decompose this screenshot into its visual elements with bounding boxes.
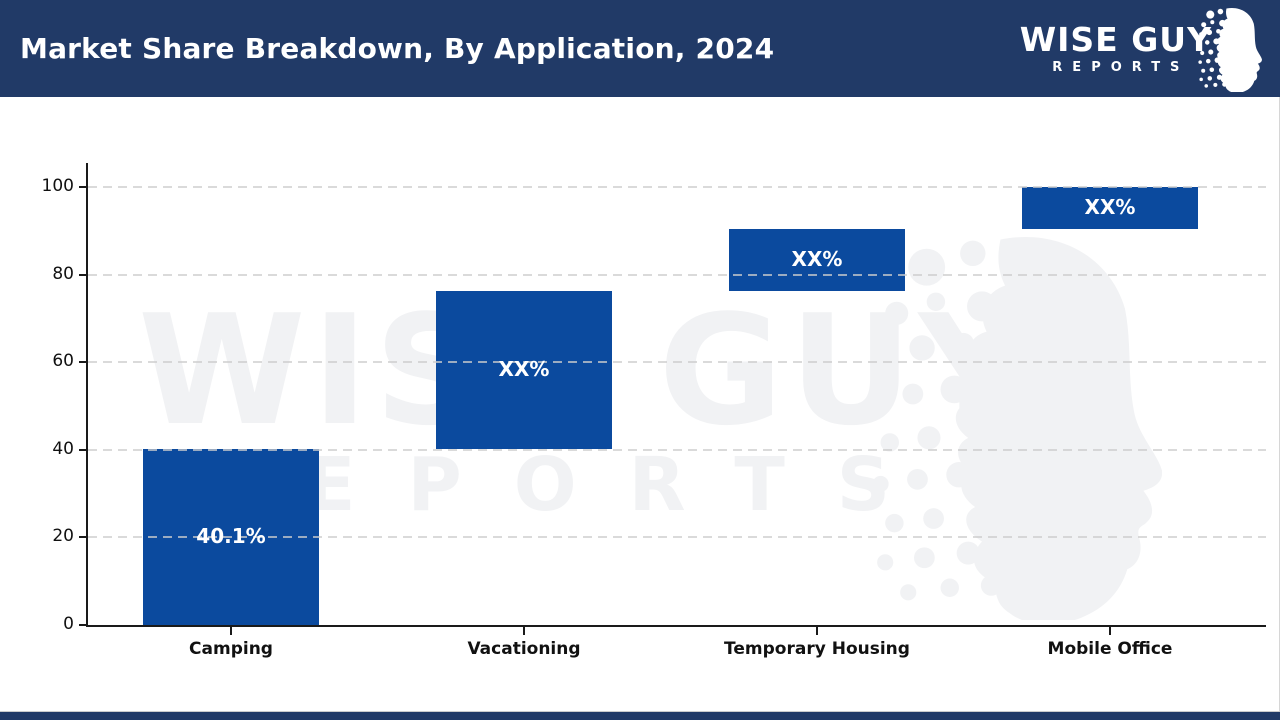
x-tick-vacationing	[523, 627, 525, 635]
y-tick-label-60: 60	[52, 351, 74, 372]
bar-temporary-housing	[729, 228, 905, 292]
y-tick-label-0: 0	[63, 614, 74, 634]
x-tick-label-camping: Camping	[189, 639, 273, 659]
bar-label-mobile-office: XX%	[1084, 194, 1136, 219]
dotted-head-icon	[1197, 7, 1262, 92]
x-tick-camping	[230, 627, 232, 635]
gridline-100	[88, 186, 1266, 188]
x-tick-label-mobile-office: Mobile Office	[1047, 639, 1173, 659]
y-axis-line	[86, 163, 88, 627]
y-tick-label-20: 20	[52, 526, 74, 547]
x-axis-line	[86, 625, 1266, 627]
x-tick-mobile-office	[1109, 627, 1111, 635]
wise-guy-reports-logo: WISE GUY REPORTS	[1020, 6, 1262, 92]
gridline-40	[88, 448, 1266, 451]
bar-label-temporary-housing: XX%	[791, 246, 843, 271]
y-tick-0	[79, 624, 88, 626]
y-tick-label-40: 40	[52, 438, 74, 459]
x-tick-label-temporary-housing: Temporary Housing	[724, 639, 910, 659]
y-tick-label-80: 80	[52, 263, 74, 284]
y-tick-20	[79, 536, 88, 539]
y-tick-100	[79, 186, 88, 188]
footer-bar	[0, 711, 1280, 720]
gridline-20	[88, 536, 1266, 539]
logo-subtitle: REPORTS	[1052, 60, 1190, 75]
bar-label-vacationing: XX%	[498, 357, 550, 382]
bar-mobile-office	[1022, 187, 1198, 229]
bar-label-camping: 40.1%	[196, 524, 266, 549]
y-tick-label-100: 100	[41, 176, 74, 196]
y-tick-40	[79, 448, 88, 451]
y-tick-60	[79, 361, 88, 364]
logo-wordmark: WISE GUY	[1019, 20, 1212, 59]
watermark-head-icon	[870, 237, 1162, 620]
page-title: Market Share Breakdown, By Application, …	[20, 32, 775, 65]
x-tick-label-vacationing: Vacationing	[467, 639, 581, 659]
gridline-60	[88, 361, 1266, 364]
gridline-80	[88, 273, 1266, 276]
logo-text: WISE GUY REPORTS	[1020, 23, 1212, 74]
y-tick-80	[79, 273, 88, 276]
header-bar: Market Share Breakdown, By Application, …	[0, 0, 1280, 97]
bar-vacationing	[436, 291, 612, 450]
x-tick-temporary-housing	[816, 627, 818, 635]
